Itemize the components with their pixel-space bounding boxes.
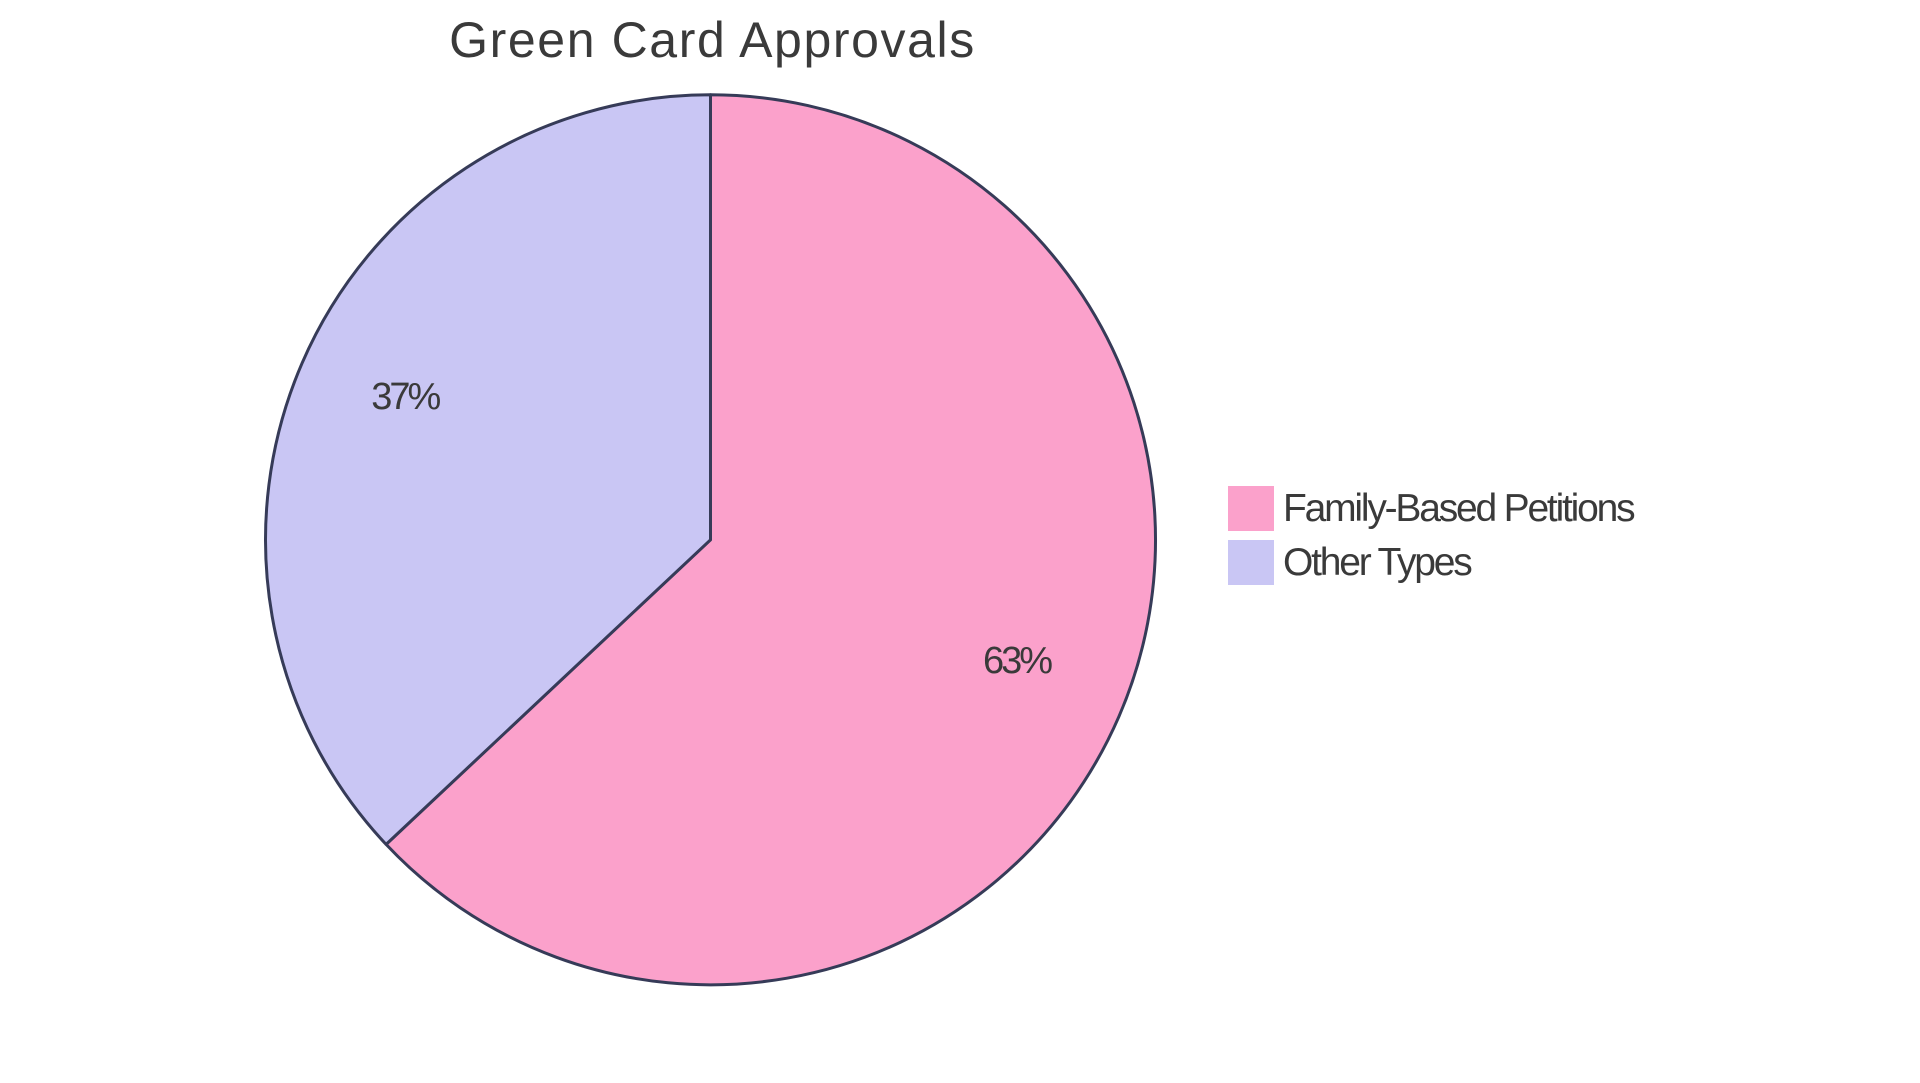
svg-text:37%: 37%: [371, 376, 440, 418]
svg-text:63%: 63%: [983, 640, 1052, 682]
